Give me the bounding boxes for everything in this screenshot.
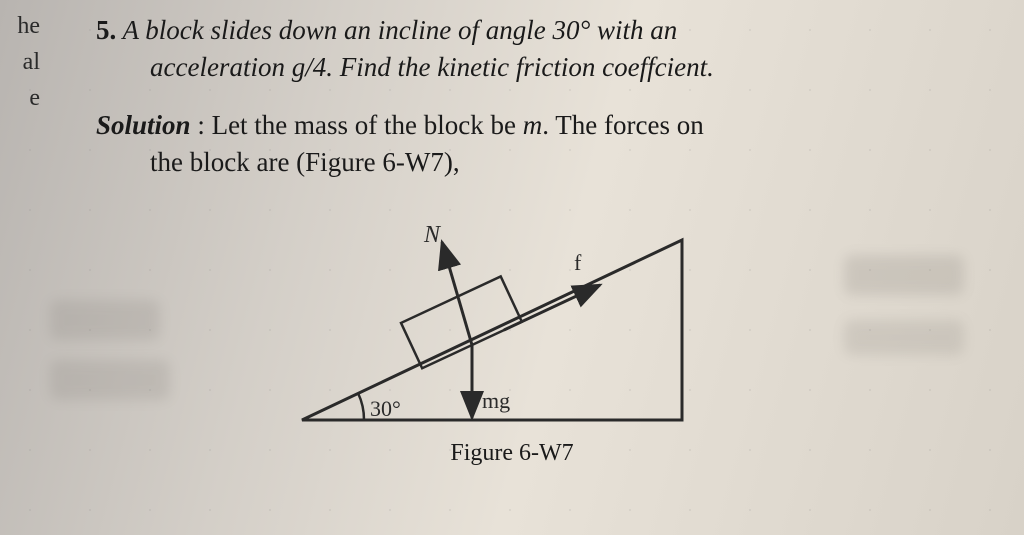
friction-force-arrow <box>504 285 600 330</box>
margin-line: e <box>0 80 40 116</box>
mass-variable: m <box>523 110 543 140</box>
solution-text: Let the mass of the block be <box>212 110 523 140</box>
angle-arc <box>358 393 364 420</box>
normal-label: N <box>423 222 442 248</box>
solution-line1: Solution : Let the mass of the block be … <box>96 105 976 146</box>
problem-statement-line2: acceleration g/4. Find the kinetic frict… <box>150 52 970 83</box>
incline-svg: 30° N f mg <box>262 200 762 440</box>
weight-label: mg <box>482 388 510 413</box>
block-group <box>401 276 522 368</box>
margin-line: al <box>0 44 40 80</box>
page: he al e 5. A block slides down an inclin… <box>0 0 1024 535</box>
left-margin-text: he al e <box>0 8 40 116</box>
print-smudge <box>50 300 160 340</box>
problem-statement-line1: 5. A block slides down an incline of ang… <box>96 10 976 51</box>
print-smudge <box>50 360 170 400</box>
problem-text: acceleration <box>150 52 292 82</box>
problem-number: 5. <box>96 15 116 45</box>
solution-line2: the block are (Figure 6-W7), <box>150 147 970 178</box>
figure-diagram: 30° N f mg Figure 6-W7 <box>262 200 762 460</box>
figure-caption: Figure 6-W7 <box>262 440 762 467</box>
problem-text: A block slides down an incline of angle <box>123 15 553 45</box>
solution-text: the block are (Figure 6-W7), <box>150 147 460 177</box>
print-smudge <box>844 255 964 295</box>
solution-text: . The forces on <box>542 110 703 140</box>
accel-value: g/4 <box>292 52 327 82</box>
friction-label: f <box>574 250 582 275</box>
angle-label: 30° <box>370 396 401 421</box>
block-rect <box>401 276 522 368</box>
normal-force-arrow <box>442 242 472 345</box>
solution-colon: : <box>191 110 212 140</box>
margin-line: he <box>0 8 40 44</box>
angle-value: 30° <box>552 15 590 45</box>
problem-text: . Find the kinetic friction coeffcient. <box>326 52 714 82</box>
print-smudge <box>844 320 964 355</box>
solution-label: Solution <box>96 110 191 140</box>
problem-text: with an <box>590 15 677 45</box>
